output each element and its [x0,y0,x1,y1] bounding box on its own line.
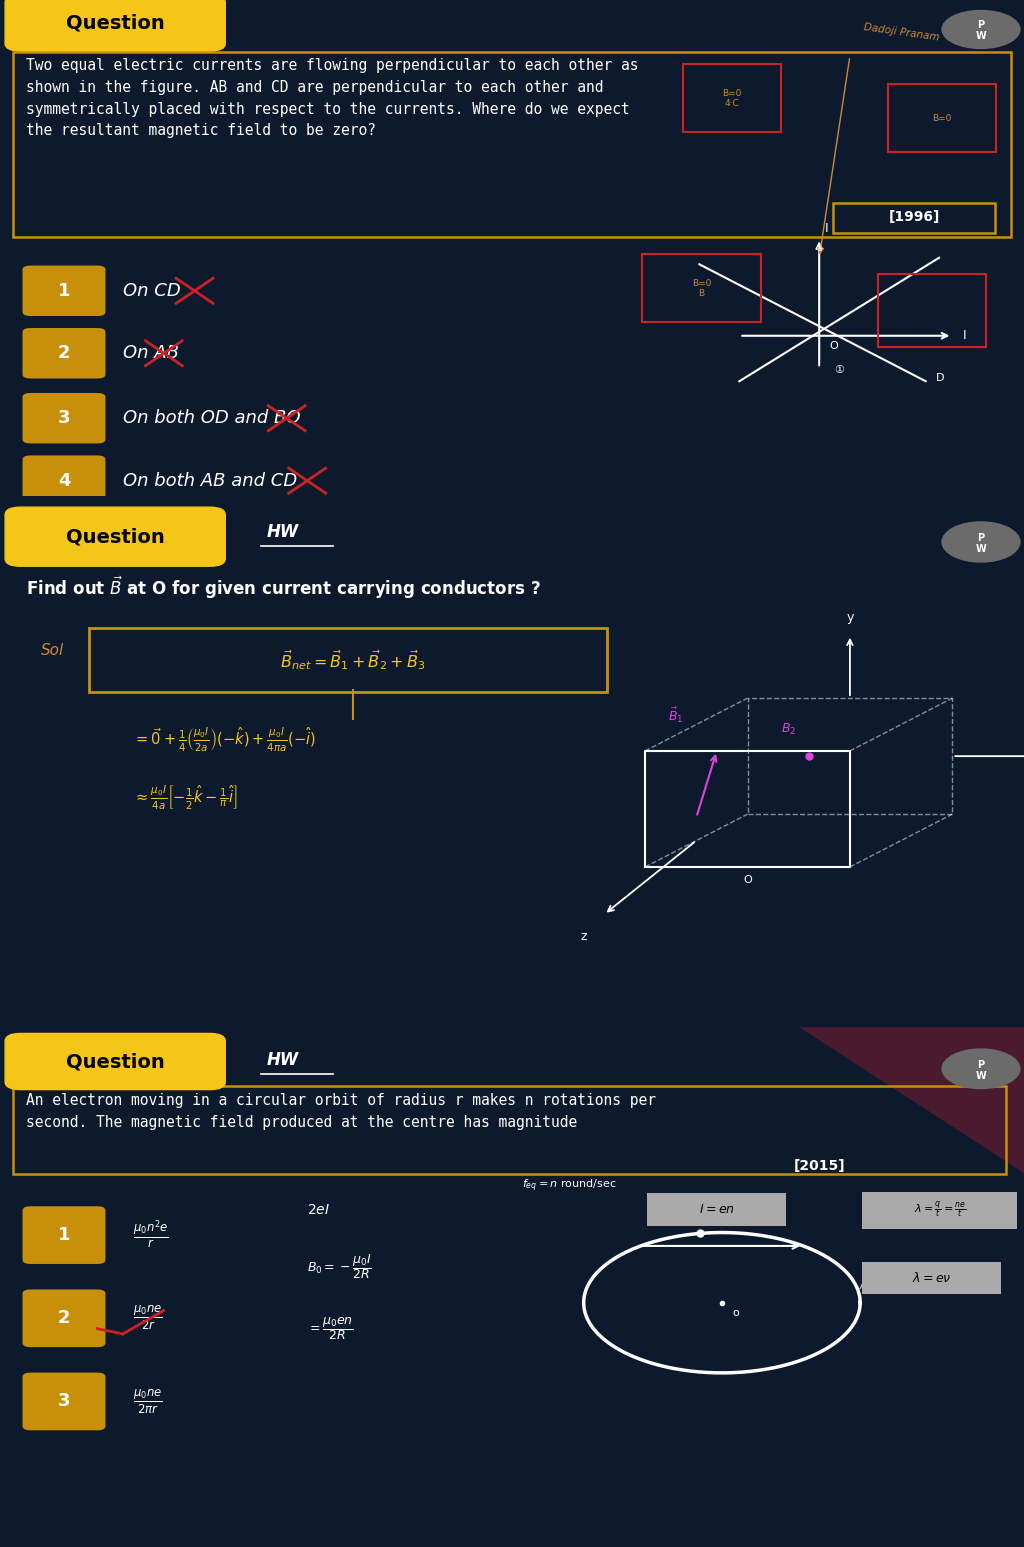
FancyBboxPatch shape [23,328,105,379]
Text: [1996]: [1996] [889,210,940,224]
Text: Sol: Sol [41,644,65,657]
Text: $f_{eq} = n$ round/sec: $f_{eq} = n$ round/sec [522,1177,616,1194]
Text: $B_2$: $B_2$ [781,722,796,736]
Text: On both AB and CD: On both AB and CD [123,472,297,490]
Text: $B_0 = -\dfrac{\mu_0 I}{2R}$: $B_0 = -\dfrac{\mu_0 I}{2R}$ [307,1252,372,1281]
Text: $\frac{\mu_0 ne}{2r}$: $\frac{\mu_0 ne}{2r}$ [133,1304,163,1332]
Text: Two equal electric currents are flowing perpendicular to each other as
shown in : Two equal electric currents are flowing … [26,59,638,138]
Circle shape [942,11,1020,48]
Text: $\vec{B}_1$: $\vec{B}_1$ [668,705,684,726]
FancyBboxPatch shape [862,1193,1017,1228]
FancyBboxPatch shape [23,1207,105,1264]
Text: $\frac{\mu_0 ne}{2\pi r}$: $\frac{\mu_0 ne}{2\pi r}$ [133,1388,163,1416]
Text: HW: HW [266,523,298,541]
FancyBboxPatch shape [862,1262,1001,1293]
Polygon shape [799,1027,1024,1173]
Text: O: O [743,874,752,885]
Text: o: o [732,1307,739,1318]
Text: $\vec{B}_{net} = \vec{B}_1 + \vec{B}_2 + \vec{B}_3$: $\vec{B}_{net} = \vec{B}_1 + \vec{B}_2 +… [281,648,426,671]
Text: 4: 4 [57,472,71,490]
Circle shape [942,521,1020,562]
Text: B=0: B=0 [933,114,951,122]
Text: 3: 3 [57,1392,71,1411]
Text: $2eI$: $2eI$ [307,1204,331,1217]
FancyBboxPatch shape [23,455,105,506]
Text: Question: Question [66,528,165,546]
Text: I: I [963,330,967,342]
Text: [2015]: [2015] [794,1159,845,1173]
FancyBboxPatch shape [23,1372,105,1431]
Text: On CD: On CD [123,282,180,300]
Text: z: z [581,930,587,944]
Text: $= \dfrac{\mu_0 en}{2R}$: $= \dfrac{\mu_0 en}{2R}$ [307,1315,354,1343]
Text: ①: ① [835,365,845,376]
Text: B=0
4·C: B=0 4·C [723,88,741,108]
Text: Dadoji Pranam: Dadoji Pranam [862,22,940,43]
Text: 1: 1 [57,282,71,300]
FancyBboxPatch shape [23,1290,105,1347]
FancyBboxPatch shape [23,393,105,444]
Text: W: W [976,31,986,40]
Text: P: P [978,1060,984,1069]
Text: D: D [936,373,944,384]
FancyBboxPatch shape [5,507,225,566]
Text: $\lambda = e\nu$: $\lambda = e\nu$ [912,1270,951,1284]
Text: $\approx \frac{\mu_0 I}{4a}\left[-\frac{1}{2}\hat{k} - \frac{1}{\pi}\hat{i}\righ: $\approx \frac{\mu_0 I}{4a}\left[-\frac{… [133,784,238,812]
Text: HW: HW [266,1050,298,1069]
Text: 1: 1 [57,1227,71,1244]
Text: Question: Question [66,1052,165,1071]
Text: $\frac{\mu_0 n^2 e}{r}$: $\frac{\mu_0 n^2 e}{r}$ [133,1219,169,1252]
FancyBboxPatch shape [647,1193,786,1227]
Text: Question: Question [66,14,165,32]
Text: An electron moving in a circular orbit of radius r makes n rotations per
second.: An electron moving in a circular orbit o… [26,1094,655,1131]
Text: I: I [824,223,828,235]
Text: W: W [976,1071,986,1080]
Text: Find out $\vec{B}$ at O for given current carrying conductors ?: Find out $\vec{B}$ at O for given curren… [26,574,541,600]
Text: 2: 2 [57,1309,71,1327]
FancyBboxPatch shape [5,0,225,51]
Circle shape [942,1049,1020,1089]
Text: P: P [978,20,984,31]
Text: 2: 2 [57,345,71,362]
FancyBboxPatch shape [23,266,105,316]
Text: W: W [976,545,986,554]
Text: a: a [816,243,822,252]
Text: $\lambda = \frac{q}{t} = \frac{ne}{t}$: $\lambda = \frac{q}{t} = \frac{ne}{t}$ [913,1200,967,1221]
Text: B=0
B: B=0 B [692,278,711,299]
Text: $= \vec{0} + \frac{1}{4}\left(\frac{\mu_0 I}{2a}\right)(-\hat{k}) + \frac{\mu_0 : $= \vec{0} + \frac{1}{4}\left(\frac{\mu_… [133,726,316,755]
Text: O: O [829,340,839,351]
Text: $I = en$: $I = en$ [699,1204,734,1216]
Text: P: P [978,532,984,543]
Text: On AB: On AB [123,345,179,362]
Text: On both OD and BO: On both OD and BO [123,410,300,427]
Text: 3: 3 [57,410,71,427]
FancyBboxPatch shape [5,1033,225,1089]
Text: y: y [846,611,854,625]
